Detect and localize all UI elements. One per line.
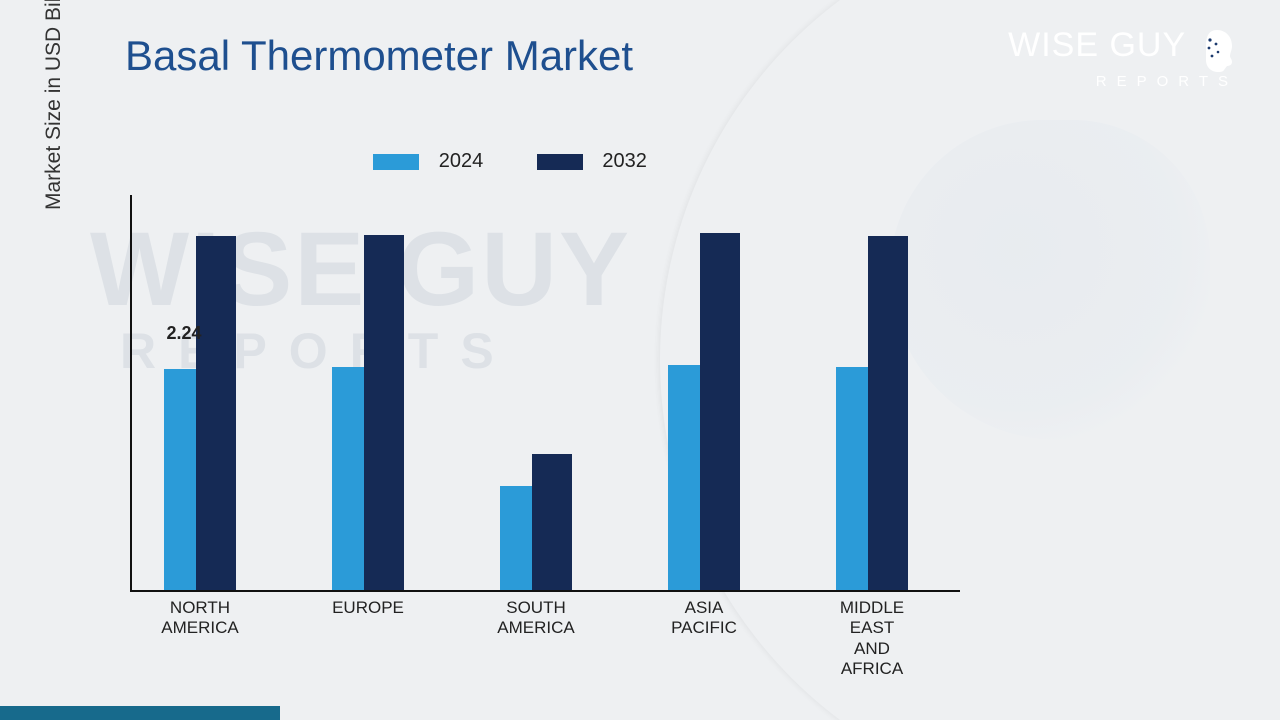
logo-line1: WISE GUY bbox=[1008, 28, 1240, 72]
category-label-1: EUROPE bbox=[298, 598, 438, 618]
legend-swatch-0 bbox=[373, 154, 419, 170]
logo-text-1: WISE GUY bbox=[1008, 26, 1185, 64]
value-label-0-0: 2.24 bbox=[166, 323, 201, 344]
category-label-0: NORTHAMERICA bbox=[130, 598, 270, 639]
y-axis-label: Market Size in USD Billion bbox=[42, 0, 66, 210]
bar-group-3 bbox=[668, 233, 740, 590]
chart-legend: 2024 2032 bbox=[60, 150, 960, 173]
legend-item-0: 2024 bbox=[373, 150, 483, 173]
brand-logo: WISE GUY REPORTS bbox=[1008, 28, 1240, 89]
legend-swatch-1 bbox=[537, 154, 583, 170]
category-label-4: MIDDLEEASTANDAFRICA bbox=[802, 598, 942, 680]
bar-group-1 bbox=[332, 235, 404, 591]
legend-label-0: 2024 bbox=[439, 150, 484, 172]
category-label-2: SOUTHAMERICA bbox=[466, 598, 606, 639]
bar-group-4 bbox=[836, 236, 908, 590]
legend-label-1: 2032 bbox=[602, 150, 647, 172]
stage: WISE GUY REPORTS Basal Thermometer Marke… bbox=[0, 0, 1280, 720]
bottom-accent-bar bbox=[0, 706, 280, 720]
logo-head-icon bbox=[1200, 28, 1240, 72]
bar-4-1 bbox=[868, 236, 908, 590]
bar-group-0 bbox=[164, 236, 236, 590]
bar-0-1 bbox=[196, 236, 236, 590]
page-title: Basal Thermometer Market bbox=[125, 32, 633, 80]
bar-1-1 bbox=[364, 235, 404, 591]
legend-item-1: 2032 bbox=[537, 150, 647, 173]
bar-2-1 bbox=[532, 454, 572, 590]
chart: 2024 2032 Market Size in USD Billion NOR… bbox=[60, 150, 960, 670]
category-label-3: ASIAPACIFIC bbox=[634, 598, 774, 639]
bar-3-1 bbox=[700, 233, 740, 590]
bar-group-2 bbox=[500, 454, 572, 590]
logo-line2: REPORTS bbox=[1008, 74, 1240, 89]
chart-plot-area: NORTHAMERICAEUROPESOUTHAMERICAASIAPACIFI… bbox=[130, 195, 960, 592]
